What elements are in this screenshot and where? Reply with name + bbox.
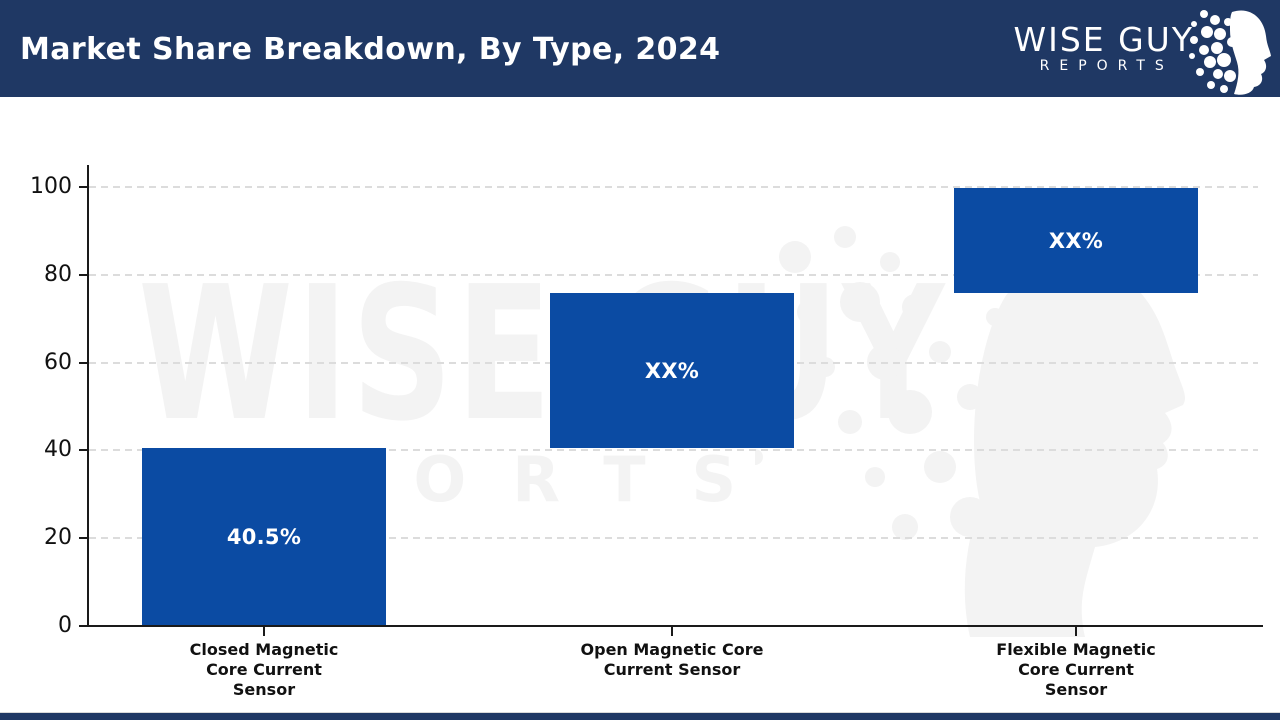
x-tick-mark-2 (671, 627, 673, 636)
y-tick-mark-60 (79, 361, 88, 364)
gridline-y-80 (89, 273, 1258, 276)
logo-wordmark: WISE GUY (1013, 19, 1194, 59)
bar-value-label-2: XX% (644, 358, 700, 383)
y-tick-mark-100 (79, 186, 88, 188)
x-tick-mark-1 (263, 627, 265, 636)
bar-2: XX% (550, 293, 794, 449)
y-tick-label-100: 100 (30, 174, 72, 199)
bar-value-label-3: XX% (1048, 228, 1104, 253)
logo-subtitle: REPORTS (1039, 58, 1174, 75)
gridline-y-40 (89, 449, 1258, 452)
x-category-label-3: Flexible Magnetic Core Current Sensor (996, 640, 1156, 699)
y-tick-label-60: 60 (44, 349, 72, 375)
y-tick-mark-20 (79, 537, 88, 540)
logo-text: WISE GUY REPORTS (1013, 19, 1194, 75)
bottom-divider (0, 712, 1280, 713)
x-category-label-2: Open Magnetic Core Current Sensor (580, 640, 764, 679)
page-title: Market Share Breakdown, By Type, 2024 (20, 32, 721, 67)
x-axis-line (87, 625, 1263, 627)
bar-1: 40.5% (142, 448, 386, 626)
x-tick-mark-3 (1075, 627, 1077, 636)
y-axis-line (87, 165, 89, 626)
y-tick-label-80: 80 (44, 261, 72, 287)
logo-head-icon (1189, 9, 1271, 95)
y-tick-mark-40 (79, 449, 88, 452)
y-tick-mark-80 (79, 273, 88, 276)
wise-guy-logo: WISE GUY REPORTS (1013, 0, 1272, 97)
header-banner: Market Share Breakdown, By Type, 2024 WI… (0, 0, 1280, 97)
bottom-bar (0, 713, 1280, 720)
y-tick-label-40: 40 (44, 437, 72, 463)
bar-3: XX% (954, 187, 1198, 294)
gridline-y-20 (89, 537, 1258, 540)
y-tick-label-0: 0 (58, 613, 72, 638)
y-tick-label-20: 20 (44, 525, 72, 551)
watermark-wordmark: WISE GUY (138, 246, 948, 462)
x-category-label-1: Closed Magnetic Core Current Sensor (189, 640, 339, 699)
plot-area: WISE GUY REPORTS 0 20 40 60 80 100 40. (0, 97, 1280, 714)
y-tick-mark-0 (79, 625, 88, 627)
bar-value-label-1: 40.5% (226, 525, 302, 550)
gridline-y-100 (89, 186, 1258, 188)
